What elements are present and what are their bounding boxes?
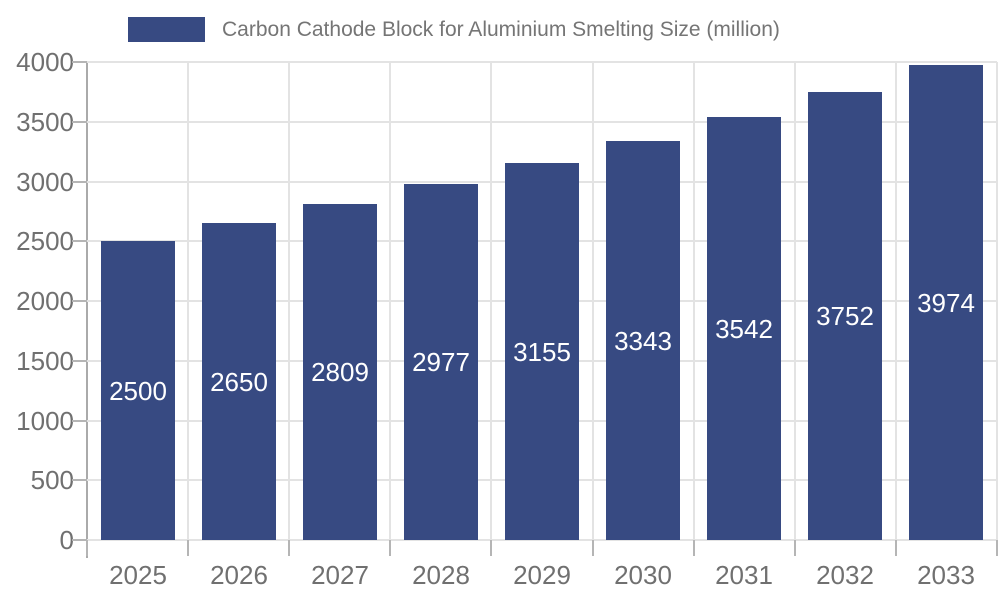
y-axis-line [86,62,88,558]
y-tick-mark [72,121,87,123]
y-axis-label: 500 [30,465,74,495]
bar-2030[interactable]: 3343 [606,141,680,540]
bar-value-label: 3752 [816,301,874,331]
y-tick-mark [72,61,87,63]
bar-2027[interactable]: 2809 [303,204,377,540]
x-axis-label: 2026 [210,560,268,590]
gridline-v [895,62,897,540]
x-axis-label: 2031 [715,560,773,590]
x-axis-label: 2029 [513,560,571,590]
bar-2026[interactable]: 2650 [202,223,276,540]
y-axis-label: 2000 [16,286,74,316]
x-tick-mark [86,540,88,556]
bar-value-label: 2809 [311,357,369,387]
bar-value-label: 2500 [109,375,167,406]
bar-value-label: 3343 [614,325,672,356]
y-axis-labels: 0 500 1000 1500 2000 2500 3000 3500 4000 [0,49,74,553]
gridline-v [288,62,290,540]
x-axis-label: 2028 [412,560,470,590]
y-tick-mark [72,479,87,481]
x-tick-mark [389,540,391,556]
legend[interactable]: Carbon Cathode Block for Aluminium Smelt… [128,16,780,43]
gridline-v [794,62,796,540]
x-tick-mark [895,540,897,556]
y-axis-label: 3500 [16,107,74,137]
x-tick-mark [187,540,189,556]
gridline-v [693,62,695,540]
y-tick-mark [72,240,87,242]
x-tick-mark [288,540,290,556]
bar-2029[interactable]: 3155 [505,163,579,540]
bar-2025[interactable]: 2500 [101,241,175,540]
y-axis-label: 1000 [16,406,74,436]
bar-value-label: 2650 [210,366,268,397]
bar-value-label: 3155 [513,336,571,367]
x-axis-label: 2033 [917,560,975,590]
gridline-v [187,62,189,540]
legend-swatch [128,17,205,42]
y-axis-label: 0 [59,525,74,555]
bar-value-label: 3974 [917,287,975,318]
x-axis-label: 2025 [109,560,167,590]
gridline-v [389,62,391,540]
x-axis-label: 2032 [816,560,874,590]
plot-area: 2500 2650 2809 2977 3155 3343 3542 3752 3974 [72,61,998,558]
x-tick-mark [592,540,594,556]
y-tick-mark [72,181,87,183]
bar-2028[interactable]: 2977 [404,184,478,540]
x-tick-mark [693,540,695,556]
gridline-v [592,62,594,540]
y-tick-mark [72,420,87,422]
x-tick-mark [996,540,998,556]
gridline-h [87,61,997,63]
gridline-v [490,62,492,540]
legend-label: Carbon Cathode Block for Aluminium Smelt… [222,18,780,41]
bar-value-label: 3542 [715,313,773,344]
bar-2033[interactable]: 3974 [909,65,983,540]
y-axis-label: 4000 [16,47,74,77]
x-axis-label: 2027 [311,560,369,590]
bar-2032[interactable]: 3752 [808,92,882,540]
gridline-v [996,62,998,540]
x-tick-mark [794,540,796,556]
x-tick-mark [490,540,492,556]
bar-value-label: 2977 [412,347,470,377]
y-tick-mark [72,300,87,302]
x-axis-labels: 2025 2026 2027 2028 2029 2030 2031 2032 2033 [87,560,997,592]
y-axis-label: 3000 [16,167,74,197]
y-tick-mark [72,360,87,362]
y-tick-mark [72,539,87,541]
y-axis-label: 1500 [16,346,74,376]
x-axis-label: 2030 [614,560,672,590]
y-axis-label: 2500 [16,226,74,256]
bar-2031[interactable]: 3542 [707,117,781,540]
